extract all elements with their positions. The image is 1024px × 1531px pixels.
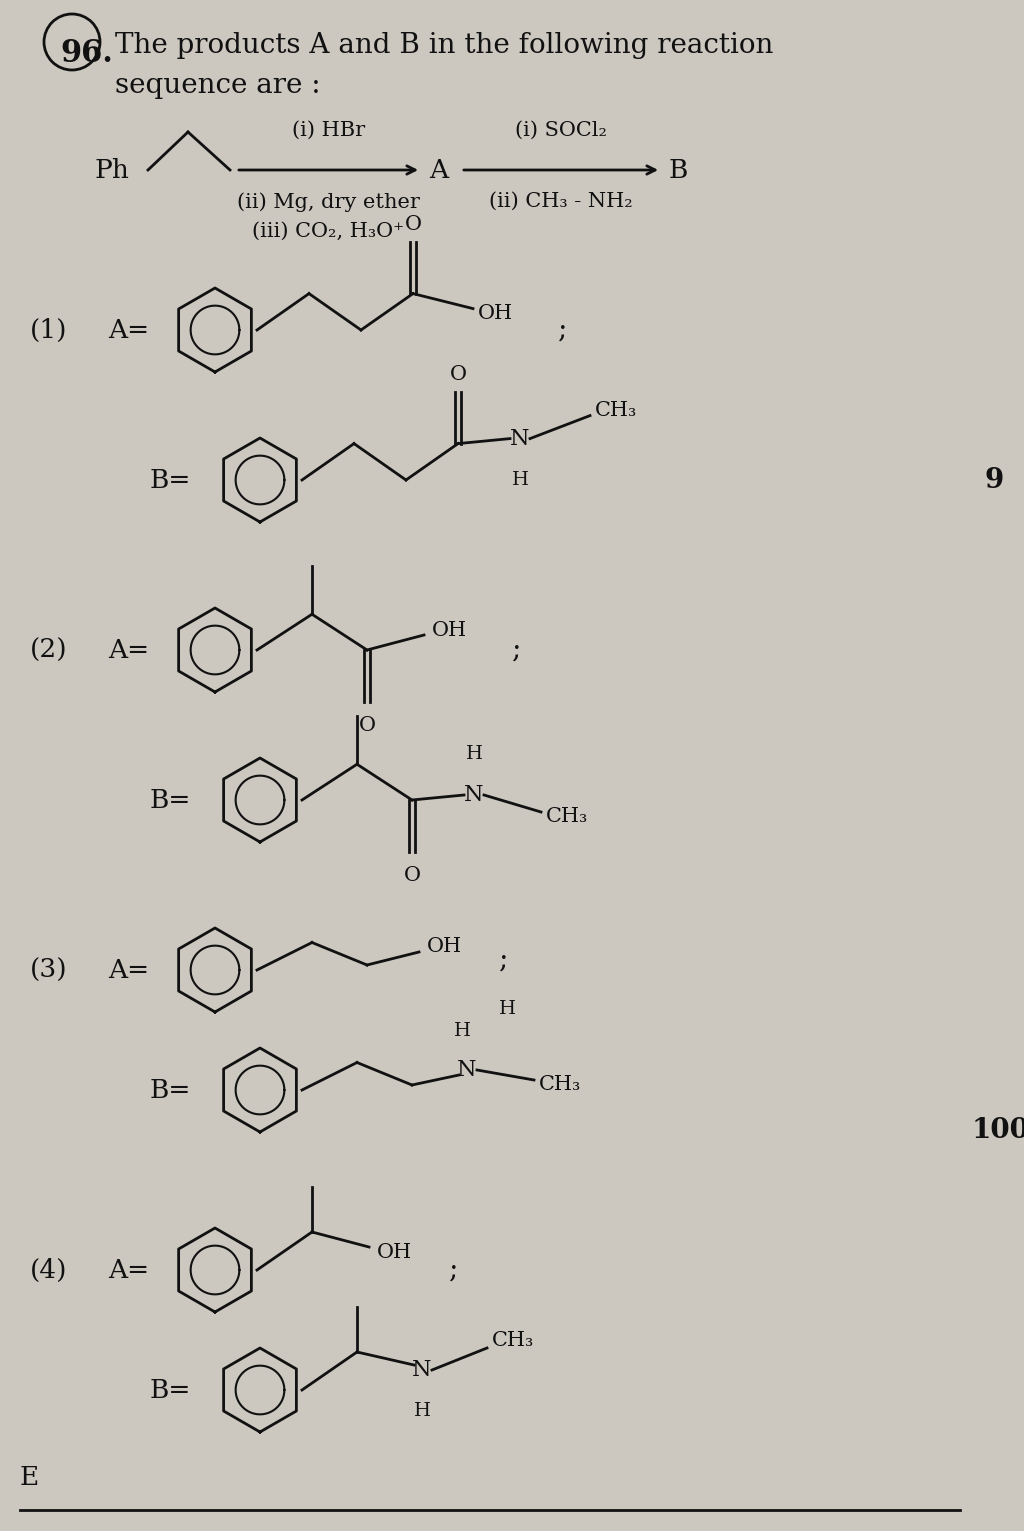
Text: OH: OH bbox=[427, 937, 462, 957]
Text: (ii) CH₃ - NH₂: (ii) CH₃ - NH₂ bbox=[489, 191, 633, 211]
Text: O: O bbox=[450, 364, 467, 384]
Text: (i) SOCl₂: (i) SOCl₂ bbox=[515, 121, 607, 139]
Text: N: N bbox=[413, 1360, 432, 1381]
Text: (1): (1) bbox=[30, 317, 68, 343]
Text: The products A and B in the following reaction: The products A and B in the following re… bbox=[115, 32, 773, 60]
Text: E: E bbox=[20, 1465, 39, 1490]
Text: H: H bbox=[499, 1000, 516, 1018]
Text: 96.: 96. bbox=[60, 38, 113, 69]
Text: OH: OH bbox=[377, 1243, 412, 1262]
Text: CH₃: CH₃ bbox=[492, 1330, 535, 1349]
Text: O: O bbox=[404, 214, 422, 234]
Text: N: N bbox=[458, 1059, 477, 1081]
Text: A: A bbox=[429, 158, 449, 182]
Text: (2): (2) bbox=[30, 637, 68, 663]
Text: (iii) CO₂, H₃O⁺: (iii) CO₂, H₃O⁺ bbox=[253, 222, 404, 240]
Text: ;: ; bbox=[499, 946, 508, 974]
Text: A=: A= bbox=[108, 637, 150, 663]
Text: O: O bbox=[358, 717, 376, 735]
Text: H: H bbox=[466, 746, 482, 762]
Text: ;: ; bbox=[558, 317, 567, 343]
Text: O: O bbox=[403, 867, 421, 885]
Text: B=: B= bbox=[150, 467, 191, 493]
Text: B=: B= bbox=[150, 1378, 191, 1402]
Text: B=: B= bbox=[150, 1078, 191, 1102]
Text: N: N bbox=[510, 427, 529, 450]
Text: CH₃: CH₃ bbox=[595, 401, 637, 419]
Text: 100.: 100. bbox=[972, 1116, 1024, 1144]
Text: ;: ; bbox=[449, 1257, 459, 1283]
Text: (4): (4) bbox=[30, 1257, 68, 1283]
Text: 9: 9 bbox=[985, 467, 1005, 493]
Text: H: H bbox=[454, 1023, 470, 1040]
Text: (3): (3) bbox=[30, 957, 68, 983]
Text: (i) HBr: (i) HBr bbox=[292, 121, 366, 139]
Text: (ii) Mg, dry ether: (ii) Mg, dry ether bbox=[238, 191, 420, 211]
Text: H: H bbox=[512, 470, 528, 488]
Text: sequence are :: sequence are : bbox=[115, 72, 321, 100]
Text: A=: A= bbox=[108, 957, 150, 983]
Text: OH: OH bbox=[432, 620, 467, 640]
Text: N: N bbox=[464, 784, 483, 805]
Text: Ph: Ph bbox=[95, 158, 130, 182]
Text: B: B bbox=[669, 158, 688, 182]
Text: ;: ; bbox=[512, 637, 521, 663]
Text: OH: OH bbox=[478, 305, 513, 323]
Text: A=: A= bbox=[108, 1257, 150, 1283]
Text: CH₃: CH₃ bbox=[539, 1075, 582, 1095]
Text: B=: B= bbox=[150, 787, 191, 813]
Text: H: H bbox=[414, 1402, 430, 1419]
Text: A=: A= bbox=[108, 317, 150, 343]
Text: CH₃: CH₃ bbox=[546, 807, 588, 827]
